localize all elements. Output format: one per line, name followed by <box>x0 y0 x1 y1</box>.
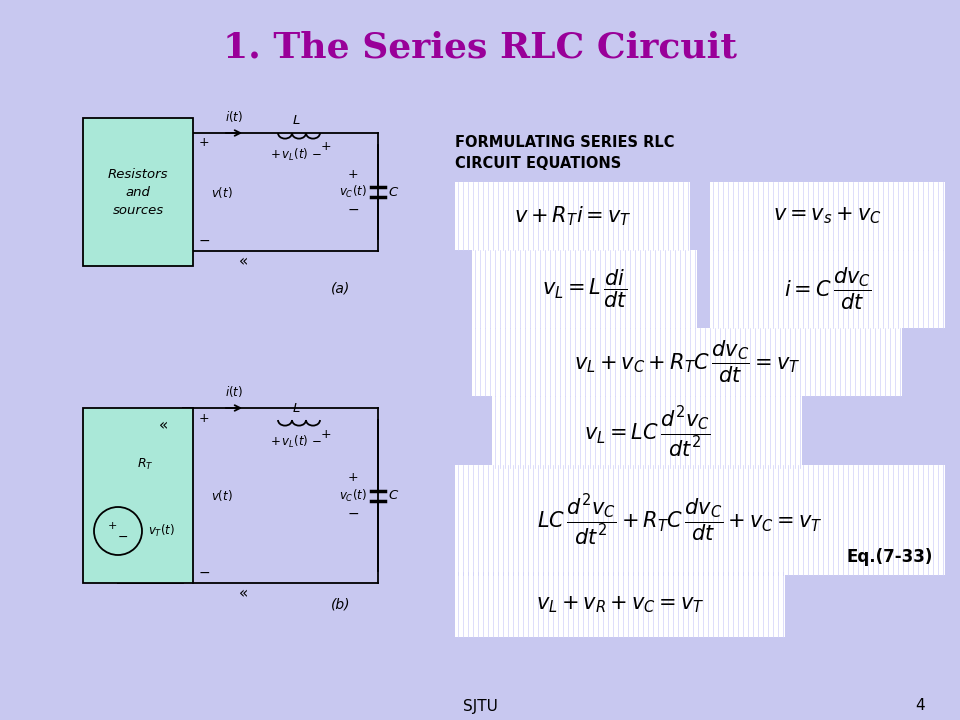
Text: $v_T(t)$: $v_T(t)$ <box>148 523 175 539</box>
FancyBboxPatch shape <box>455 465 945 575</box>
Text: $v_C(t)$: $v_C(t)$ <box>339 184 367 200</box>
Text: 1. The Series RLC Circuit: 1. The Series RLC Circuit <box>223 31 737 65</box>
Text: (b): (b) <box>331 598 350 612</box>
Text: +: + <box>199 412 209 425</box>
Text: $v_L = LC\,\dfrac{d^2 v_C}{dt^2}$: $v_L = LC\,\dfrac{d^2 v_C}{dt^2}$ <box>584 405 710 459</box>
Text: +: + <box>348 168 358 181</box>
Text: $v = v_s + v_C$: $v = v_s + v_C$ <box>773 206 882 226</box>
Text: $C$: $C$ <box>388 489 399 502</box>
FancyBboxPatch shape <box>455 182 690 250</box>
Text: $v(t)$: $v(t)$ <box>211 488 232 503</box>
Text: $i(t)$: $i(t)$ <box>225 109 243 124</box>
Text: −: − <box>118 531 129 544</box>
Text: «: « <box>158 418 168 433</box>
Text: $C$: $C$ <box>388 186 399 199</box>
FancyBboxPatch shape <box>83 118 193 266</box>
Text: «: « <box>238 254 248 269</box>
Text: $v_L = L\,\dfrac{di}{dt}$: $v_L = L\,\dfrac{di}{dt}$ <box>541 268 628 310</box>
Text: −: − <box>199 234 210 248</box>
Text: «: « <box>238 586 248 601</box>
FancyBboxPatch shape <box>472 328 902 396</box>
Text: −: − <box>348 203 359 217</box>
Text: −: − <box>199 566 210 580</box>
Text: $v_L + v_C + R_T C\,\dfrac{dv_C}{dt} = v_T$: $v_L + v_C + R_T C\,\dfrac{dv_C}{dt} = v… <box>574 339 801 385</box>
Text: (a): (a) <box>331 281 350 295</box>
Text: +: + <box>199 137 209 150</box>
FancyBboxPatch shape <box>455 572 785 637</box>
Text: FORMULATING SERIES RLC
CIRCUIT EQUATIONS: FORMULATING SERIES RLC CIRCUIT EQUATIONS <box>455 135 675 171</box>
FancyBboxPatch shape <box>710 182 945 250</box>
Text: +: + <box>321 140 331 153</box>
Text: +: + <box>348 471 358 484</box>
Text: 4: 4 <box>915 698 924 714</box>
Text: $+\,v_L(t)\,-$: $+\,v_L(t)\,-$ <box>270 434 323 450</box>
Text: $L$: $L$ <box>292 402 300 415</box>
FancyBboxPatch shape <box>83 408 193 583</box>
Text: +: + <box>321 428 331 441</box>
Text: Resistors
and
sources: Resistors and sources <box>108 168 168 217</box>
Text: $R_T$: $R_T$ <box>137 457 154 472</box>
Text: −: − <box>348 506 359 521</box>
Text: $LC\,\dfrac{d^2 v_C}{dt^2} + R_T C\,\dfrac{dv_C}{dt} + v_C = v_T$: $LC\,\dfrac{d^2 v_C}{dt^2} + R_T C\,\dfr… <box>538 492 823 547</box>
Text: Eq.(7-33): Eq.(7-33) <box>847 548 933 566</box>
Text: $i(t)$: $i(t)$ <box>225 384 243 399</box>
Text: $i = C\,\dfrac{dv_C}{dt}$: $i = C\,\dfrac{dv_C}{dt}$ <box>783 266 872 312</box>
Text: SJTU: SJTU <box>463 698 497 714</box>
Text: $v + R_T i = v_T$: $v + R_T i = v_T$ <box>514 204 632 228</box>
Text: $L$: $L$ <box>292 114 300 127</box>
Text: $v_L + v_R + v_C = v_T$: $v_L + v_R + v_C = v_T$ <box>536 594 705 615</box>
Text: $v(t)$: $v(t)$ <box>211 184 232 199</box>
FancyBboxPatch shape <box>710 250 945 328</box>
FancyBboxPatch shape <box>472 250 697 328</box>
FancyBboxPatch shape <box>492 396 802 468</box>
Text: +: + <box>108 521 117 531</box>
Text: $v_C(t)$: $v_C(t)$ <box>339 487 367 503</box>
Text: $+\,v_L(t)\,-$: $+\,v_L(t)\,-$ <box>270 147 323 163</box>
